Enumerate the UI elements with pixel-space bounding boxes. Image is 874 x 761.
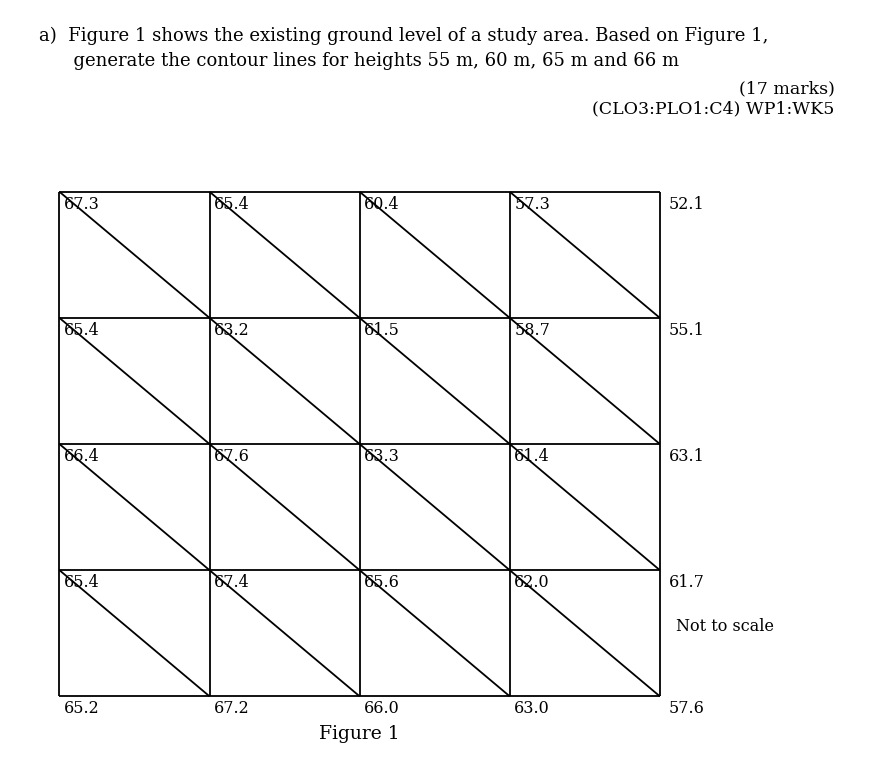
Text: 67.6: 67.6 bbox=[214, 447, 250, 465]
Text: 52.1: 52.1 bbox=[669, 196, 704, 212]
Text: Not to scale: Not to scale bbox=[676, 619, 773, 635]
Text: 58.7: 58.7 bbox=[514, 322, 550, 339]
Text: 65.4: 65.4 bbox=[64, 322, 100, 339]
Text: Figure 1: Figure 1 bbox=[319, 725, 400, 743]
Text: 63.3: 63.3 bbox=[364, 447, 400, 465]
Text: generate the contour lines for heights 55 m, 60 m, 65 m and 66 m: generate the contour lines for heights 5… bbox=[39, 52, 679, 70]
Text: 61.7: 61.7 bbox=[669, 574, 704, 591]
Text: 67.4: 67.4 bbox=[214, 574, 250, 591]
Text: 63.2: 63.2 bbox=[214, 322, 250, 339]
Text: 63.0: 63.0 bbox=[514, 700, 550, 717]
Text: 57.6: 57.6 bbox=[669, 700, 704, 717]
Text: 55.1: 55.1 bbox=[669, 322, 704, 339]
Text: 67.2: 67.2 bbox=[214, 700, 250, 717]
Text: 60.4: 60.4 bbox=[364, 196, 399, 212]
Text: 65.4: 65.4 bbox=[214, 196, 250, 212]
Text: 62.0: 62.0 bbox=[514, 574, 550, 591]
Text: 65.6: 65.6 bbox=[364, 574, 400, 591]
Text: 57.3: 57.3 bbox=[514, 196, 550, 212]
Text: 67.3: 67.3 bbox=[64, 196, 100, 212]
Text: a)  Figure 1 shows the existing ground level of a study area. Based on Figure 1,: a) Figure 1 shows the existing ground le… bbox=[39, 27, 769, 45]
Text: 65.2: 65.2 bbox=[64, 700, 100, 717]
Text: 66.4: 66.4 bbox=[64, 447, 100, 465]
Text: 63.1: 63.1 bbox=[669, 447, 704, 465]
Text: (CLO3:PLO1:C4) WP1:WK5: (CLO3:PLO1:C4) WP1:WK5 bbox=[593, 100, 835, 117]
Text: 61.4: 61.4 bbox=[514, 447, 550, 465]
Text: 66.0: 66.0 bbox=[364, 700, 399, 717]
Text: 65.4: 65.4 bbox=[64, 574, 100, 591]
Text: (17 marks): (17 marks) bbox=[739, 80, 835, 97]
Text: 61.5: 61.5 bbox=[364, 322, 400, 339]
